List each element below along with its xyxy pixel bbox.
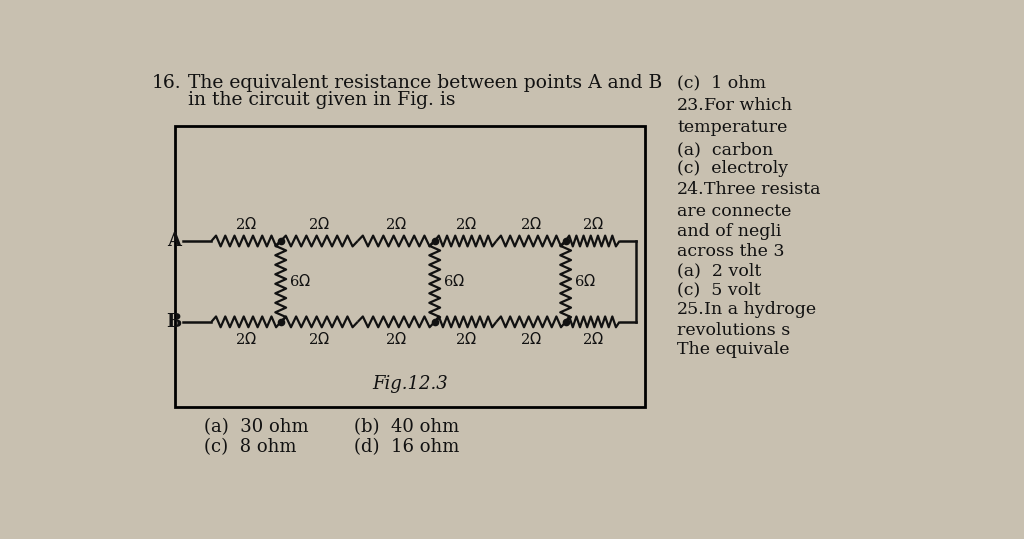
- Text: (c)  8 ohm: (c) 8 ohm: [204, 438, 296, 457]
- Text: B: B: [166, 313, 181, 331]
- Text: 2$\Omega$: 2$\Omega$: [385, 216, 408, 232]
- Text: (c)  electroly: (c) electroly: [677, 160, 788, 177]
- Text: in the circuit given in Fig. is: in the circuit given in Fig. is: [188, 91, 456, 109]
- Text: 6$\Omega$: 6$\Omega$: [443, 273, 465, 289]
- Text: In a hydroge: In a hydroge: [705, 301, 816, 318]
- Text: 2$\Omega$: 2$\Omega$: [520, 216, 542, 232]
- Text: Fig.12.3: Fig.12.3: [372, 375, 447, 393]
- Text: 16.: 16.: [153, 74, 181, 92]
- Text: 24.: 24.: [677, 181, 705, 198]
- Text: (a)  carbon: (a) carbon: [677, 141, 773, 158]
- Text: revolutions s: revolutions s: [677, 322, 791, 339]
- Text: 23.: 23.: [677, 97, 705, 114]
- Text: 2$\Omega$: 2$\Omega$: [236, 331, 257, 347]
- Text: are connecte: are connecte: [677, 203, 792, 219]
- Text: The equivale: The equivale: [677, 341, 790, 358]
- Text: 2$\Omega$: 2$\Omega$: [582, 331, 603, 347]
- Text: For which: For which: [705, 97, 793, 114]
- Text: 2$\Omega$: 2$\Omega$: [520, 331, 542, 347]
- Text: across the 3: across the 3: [677, 243, 784, 260]
- Text: 2$\Omega$: 2$\Omega$: [582, 216, 603, 232]
- Text: 2$\Omega$: 2$\Omega$: [236, 216, 257, 232]
- Text: (a)  2 volt: (a) 2 volt: [677, 262, 762, 280]
- Text: The equivalent resistance between points A and B: The equivalent resistance between points…: [188, 74, 663, 92]
- Text: 6$\Omega$: 6$\Omega$: [574, 273, 596, 289]
- Text: 2$\Omega$: 2$\Omega$: [455, 216, 476, 232]
- Text: 2$\Omega$: 2$\Omega$: [385, 331, 408, 347]
- Text: 2$\Omega$: 2$\Omega$: [308, 331, 330, 347]
- Text: (a)  30 ohm: (a) 30 ohm: [204, 418, 308, 437]
- Text: 25.: 25.: [677, 301, 705, 318]
- Text: temperature: temperature: [677, 119, 787, 136]
- Text: 2$\Omega$: 2$\Omega$: [455, 331, 476, 347]
- Text: 6$\Omega$: 6$\Omega$: [289, 273, 311, 289]
- Text: (c)  5 volt: (c) 5 volt: [677, 281, 761, 298]
- Text: A: A: [167, 232, 181, 250]
- Text: Three resista: Three resista: [705, 181, 820, 198]
- Text: 2$\Omega$: 2$\Omega$: [308, 216, 330, 232]
- Text: (d)  16 ohm: (d) 16 ohm: [354, 438, 459, 457]
- Text: and of negli: and of negli: [677, 223, 781, 240]
- Text: (c)  1 ohm: (c) 1 ohm: [677, 74, 766, 91]
- Text: (b)  40 ohm: (b) 40 ohm: [354, 418, 459, 437]
